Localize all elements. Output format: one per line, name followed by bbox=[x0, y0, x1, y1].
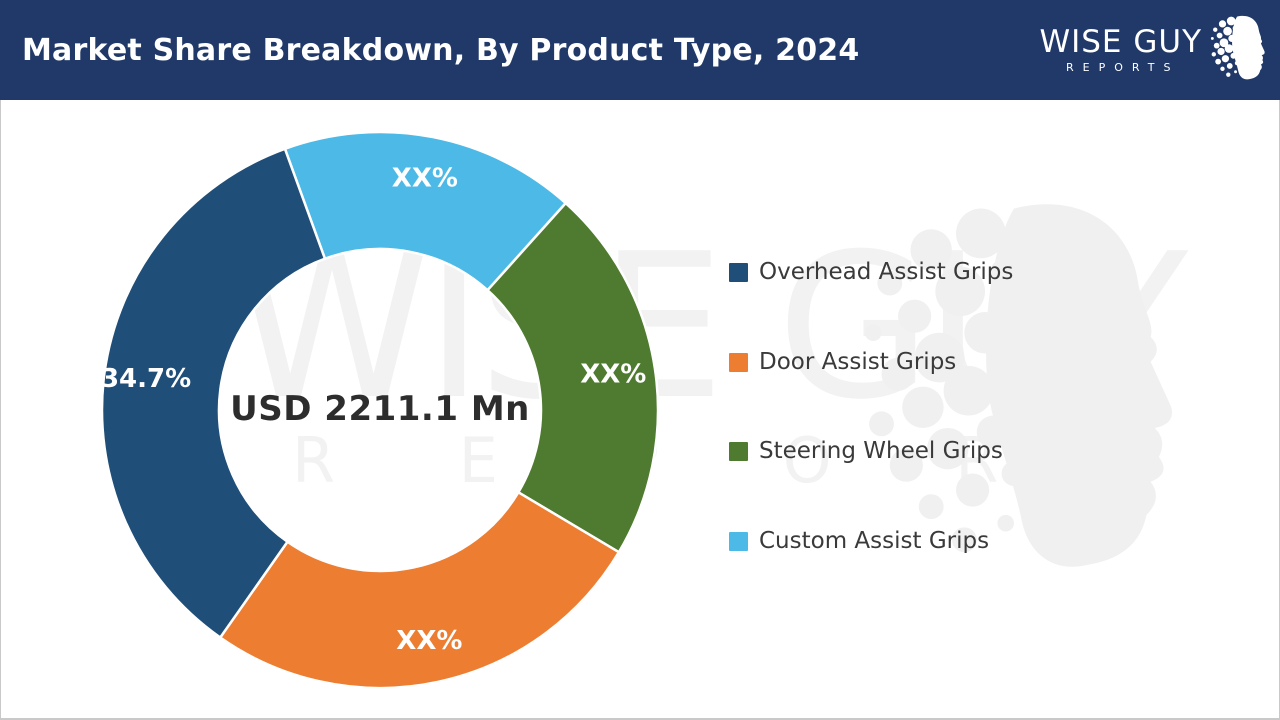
legend-item-custom-assist-grips: Custom Assist Grips bbox=[729, 528, 989, 554]
legend-label: Door Assist Grips bbox=[759, 349, 957, 375]
legend-item-steering-wheel-grips: Steering Wheel Grips bbox=[729, 438, 1003, 464]
logo-wordmark: WISE GUY bbox=[1039, 23, 1202, 60]
legend-label: Overhead Assist Grips bbox=[759, 259, 1014, 285]
wise-guy-reports-logo: WISE GUY REPORTS bbox=[1039, 12, 1266, 88]
legend-label: Steering Wheel Grips bbox=[759, 438, 1003, 464]
legend-swatch-overhead-assist-grips bbox=[729, 262, 748, 282]
donut-segment-door-assist-grips bbox=[218, 491, 621, 690]
segment-label-door-assist-grips: XX% bbox=[396, 626, 462, 656]
segment-label-custom-assist-grips: XX% bbox=[392, 163, 458, 193]
page-title: Market Share Breakdown, By Product Type,… bbox=[22, 32, 860, 68]
logo-face-icon bbox=[1210, 15, 1265, 80]
logo-subtitle: REPORTS bbox=[1066, 60, 1180, 74]
frame-edge-left bbox=[0, 100, 1, 720]
legend-item-overhead-assist-grips: Overhead Assist Grips bbox=[729, 259, 1013, 285]
legend-label: Custom Assist Grips bbox=[759, 528, 990, 554]
legend-swatch-door-assist-grips bbox=[729, 352, 748, 372]
segment-label-overhead-assist-grips: 34.7% bbox=[101, 364, 191, 394]
legend-swatch-custom-assist-grips bbox=[729, 531, 748, 551]
header-bar: Market Share Breakdown, By Product Type,… bbox=[0, 0, 1280, 100]
legend-item-door-assist-grips: Door Assist Grips bbox=[729, 349, 956, 375]
logo-text: WISE GUY REPORTS bbox=[1039, 23, 1202, 74]
frame-edge-bottom bbox=[0, 718, 1280, 720]
chart-center-value: USD 2211.1 Mn bbox=[230, 389, 530, 429]
legend-swatch-steering-wheel-grips bbox=[729, 441, 748, 461]
